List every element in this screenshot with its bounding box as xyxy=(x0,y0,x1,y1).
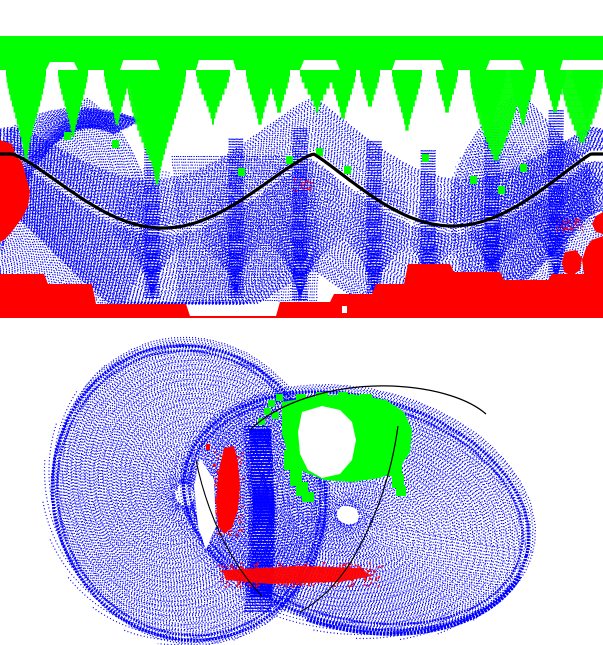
torus-boundary-curve xyxy=(195,385,487,613)
island-region-red xyxy=(0,140,603,318)
poloidal-cross-section-panel xyxy=(0,36,603,318)
stochastic-region-green xyxy=(0,36,603,194)
torus-red-filaments xyxy=(194,444,383,588)
poloidal-cross-section-plot xyxy=(0,36,603,318)
three-dimensional-torus-panel xyxy=(0,330,603,645)
three-dimensional-torus-plot xyxy=(42,336,537,645)
separatrix-curve xyxy=(0,152,603,230)
torus-green-patch xyxy=(258,392,412,502)
